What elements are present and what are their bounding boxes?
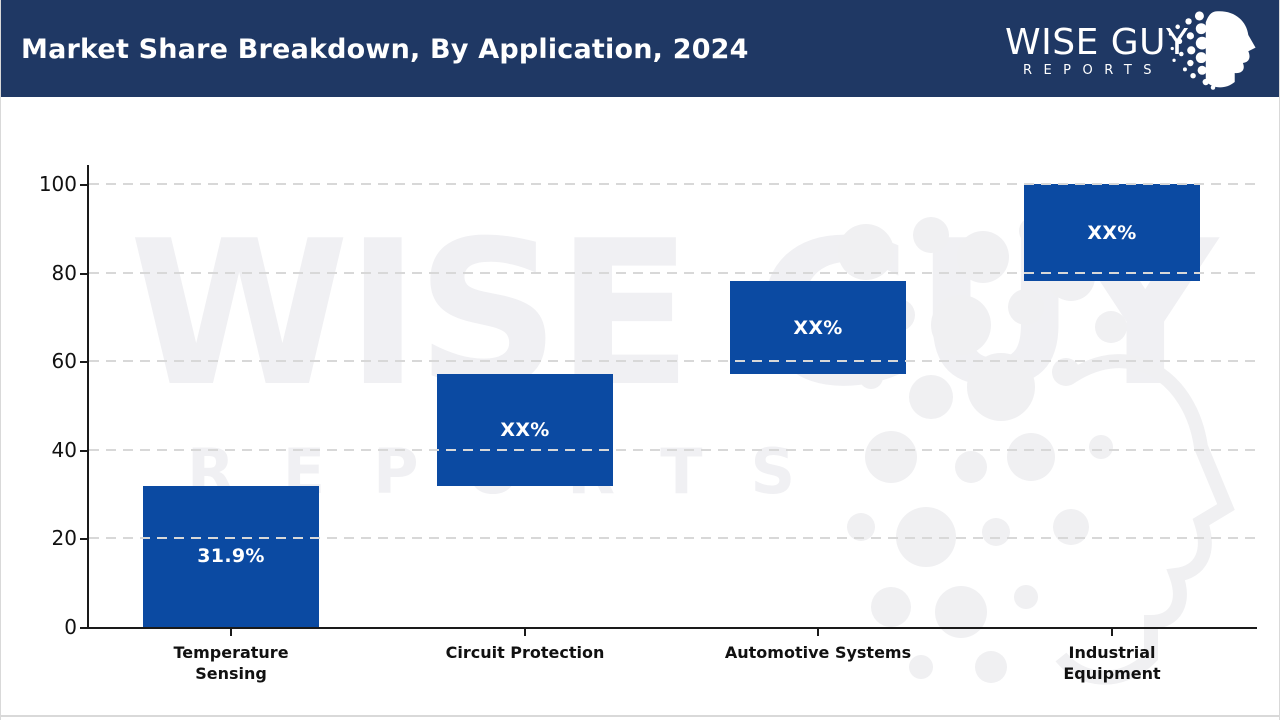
x-tick-label-line: Automotive Systems [724,643,912,662]
x-tick-label: Circuit Protection [410,642,640,663]
chart-plot-area: WISE GUY REPORTS 02040608010031.9%Temper… [1,97,1279,716]
y-tick-100 [80,184,87,186]
bar-segment: XX% [730,281,906,375]
bar-segment: 31.9% [143,485,319,627]
x-tick [524,629,526,636]
gridline-60 [89,360,1256,363]
x-tick-label-line: Sensing [195,664,267,683]
x-tick-label-line: Circuit Protection [445,643,605,662]
y-tick-label: 20 [51,526,77,551]
bottom-rule [1,715,1279,717]
logo-wordmark: WISE GUY [1005,22,1189,63]
x-tick-label-line: Temperature [173,643,289,662]
logo-subtitle: REPORTS [1022,63,1164,78]
y-tick-label: 60 [51,349,77,374]
bar-value-label: XX% [1087,221,1137,244]
x-tick-label-line: Equipment [1063,664,1161,683]
gridline-80 [89,271,1256,274]
x-tick [1111,629,1113,636]
logo-text: WISE GUY REPORTS [1005,22,1189,79]
y-tick-label: 40 [51,437,77,462]
x-tick-label: Automotive Systems [703,642,933,663]
gridline-20 [89,537,1256,540]
chart-title: Market Share Breakdown, By Application, … [21,34,749,65]
y-tick-80 [80,272,87,275]
y-tick-40 [80,449,87,452]
x-tick [817,629,819,636]
gridline-100 [89,183,1256,185]
bar-segment: XX% [437,374,613,486]
y-tick-60 [80,361,87,364]
x-tick-label-line: Industrial [1068,643,1156,662]
bar-value-label: 31.9% [197,545,265,568]
head-profile-icon [1168,11,1256,90]
y-tick-20 [80,538,87,541]
x-tick [230,629,232,636]
header-bar: Market Share Breakdown, By Application, … [1,0,1279,97]
gridline-40 [89,448,1256,451]
x-tick-label: Temperature Sensing [116,642,346,684]
bar-value-label: XX% [793,316,843,339]
bar-value-label: XX% [500,419,550,442]
bar-segment: XX% [1024,184,1200,282]
x-tick-label: Industrial Equipment [997,642,1227,684]
y-tick-0 [80,627,87,629]
y-axis-spine [87,165,89,629]
wise-guy-reports-logo: WISE GUY REPORTS [1005,6,1267,92]
y-tick-label: 100 [38,172,77,196]
y-tick-label: 80 [51,260,77,285]
x-axis-spine [87,627,1257,629]
y-tick-label: 0 [64,615,77,639]
